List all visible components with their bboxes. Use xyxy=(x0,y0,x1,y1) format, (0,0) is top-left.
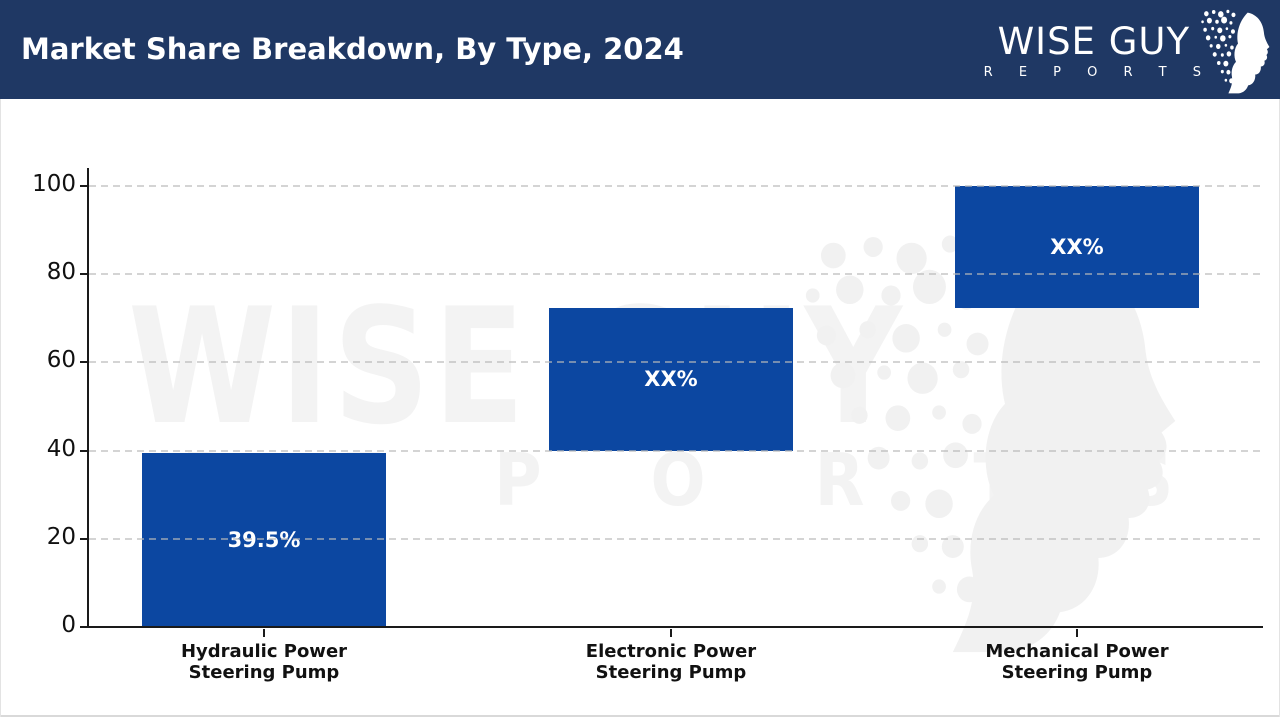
gridline-20 xyxy=(89,537,1262,540)
bar-segment-2: XX% xyxy=(549,308,793,451)
x-tick-3 xyxy=(1076,629,1078,637)
category-label-2: Electronic Power Steering Pump xyxy=(585,641,757,683)
gridline-80 xyxy=(89,273,1262,276)
logo-text: WISE GUY R E P O R T S xyxy=(976,20,1212,81)
page-title: Market Share Breakdown, By Type, 2024 xyxy=(21,32,684,66)
bar-value-label-2: XX% xyxy=(644,367,698,392)
x-axis xyxy=(87,626,1263,628)
y-tick-100 xyxy=(80,185,87,187)
category-label-1: Hydraulic Power Steering Pump xyxy=(180,641,348,683)
bar-value-label-1: 39.5% xyxy=(227,527,301,552)
gridline-60 xyxy=(89,361,1262,364)
gridline-100 xyxy=(89,185,1262,187)
y-tick-label-20: 20 xyxy=(46,523,76,550)
y-tick-0 xyxy=(80,626,87,628)
page-bottom-rule xyxy=(0,715,1280,717)
page-left-rule xyxy=(0,99,1,717)
y-tick-label-80: 80 xyxy=(46,259,76,286)
bar-segment-1: 39.5% xyxy=(142,452,386,627)
y-tick-label-60: 60 xyxy=(46,347,76,374)
y-tick-60 xyxy=(80,361,87,364)
y-tick-label-100: 100 xyxy=(32,171,76,197)
x-tick-1 xyxy=(263,629,265,637)
logo-subtitle: R E P O R T S xyxy=(983,65,1212,80)
y-tick-label-40: 40 xyxy=(46,435,76,462)
logo-wordmark: WISE GUY xyxy=(997,20,1191,63)
bar-value-label-3: XX% xyxy=(1050,235,1104,260)
bar-segment-3: XX% xyxy=(955,186,1199,309)
y-tick-40 xyxy=(80,449,87,452)
y-axis xyxy=(87,168,89,627)
wise-guy-reports-logo: WISE GUY R E P O R T S xyxy=(976,5,1274,97)
category-label-3: Mechanical Power Steering Pump xyxy=(985,641,1169,683)
y-tick-80 xyxy=(80,273,87,276)
header-bar: Market Share Breakdown, By Type, 2024 WI… xyxy=(0,0,1280,99)
gridline-40 xyxy=(89,449,1262,452)
y-tick-label-0: 0 xyxy=(61,612,76,638)
y-tick-20 xyxy=(80,537,87,540)
x-tick-2 xyxy=(670,629,672,637)
chart-canvas: WISE GUY R E P O R T S 0 20 40 60 80 100 39.5%… xyxy=(0,99,1280,720)
